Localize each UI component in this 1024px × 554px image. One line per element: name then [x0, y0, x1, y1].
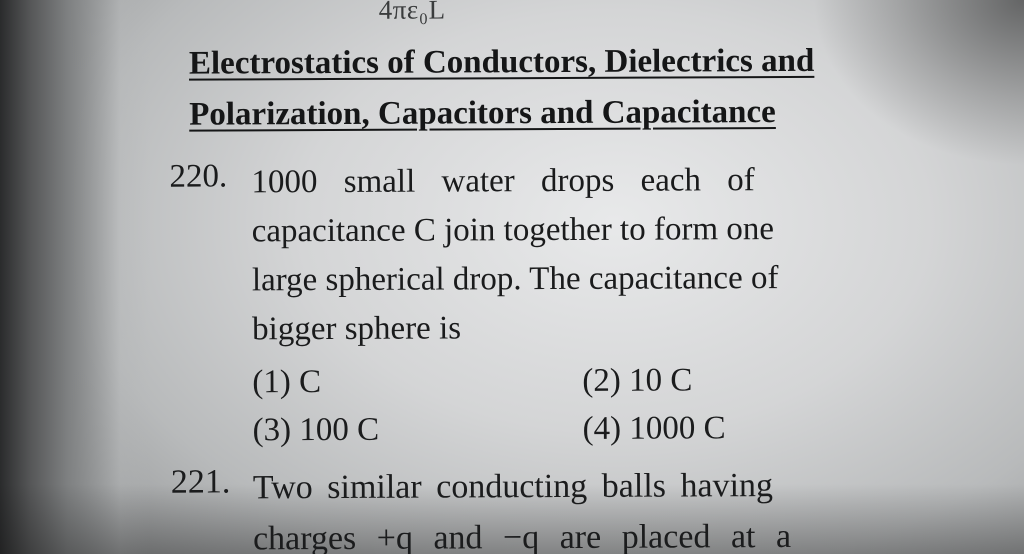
spine-shadow	[0, 0, 150, 554]
question-number: 221.	[171, 464, 254, 554]
section-heading: Electrostatics of Conductors, Dielectric…	[189, 35, 929, 141]
top-formula-fragment: 4πε₀L	[379, 0, 949, 26]
question-221: 221. Two similar conducting balls having…	[171, 461, 952, 554]
option-row-2: (3) 100 C (4) 1000 C	[252, 404, 912, 456]
option-row-1: (1) C (2) 10 C	[252, 355, 912, 407]
q220-line-1: 1000 small water drops each of	[251, 156, 911, 208]
question-number: 220.	[169, 159, 252, 355]
option-3: (3) 100 C	[252, 405, 582, 455]
page-content: 4πε₀L Electrostatics of Conductors, Diel…	[169, 0, 952, 554]
q220-options: (1) C (2) 10 C (3) 100 C (4) 1000 C	[252, 355, 912, 456]
q221-line-2: charges +q and −q are placed at a	[253, 511, 913, 554]
question-220: 220. 1000 small water drops each of capa…	[169, 156, 950, 355]
q221-line-1: Two similar conducting balls having	[253, 461, 913, 514]
q220-line-4: bigger sphere is	[252, 302, 912, 354]
textbook-page: 4πε₀L Electrostatics of Conductors, Diel…	[0, 0, 1024, 554]
q220-line-2: capacitance C join together to form one	[252, 205, 912, 257]
question-body: Two similar conducting balls having char…	[253, 461, 914, 554]
option-1: (1) C	[252, 356, 582, 406]
heading-line-1: Electrostatics of Conductors, Dielectric…	[189, 43, 815, 82]
question-body: 1000 small water drops each of capacitan…	[251, 156, 912, 354]
heading-line-2: Polarization, Capacitors and Capacitance	[189, 94, 776, 133]
q220-line-3: large spherical drop. The capacitance of	[252, 253, 912, 305]
option-4: (4) 1000 C	[582, 404, 912, 454]
option-2: (2) 10 C	[582, 355, 912, 405]
